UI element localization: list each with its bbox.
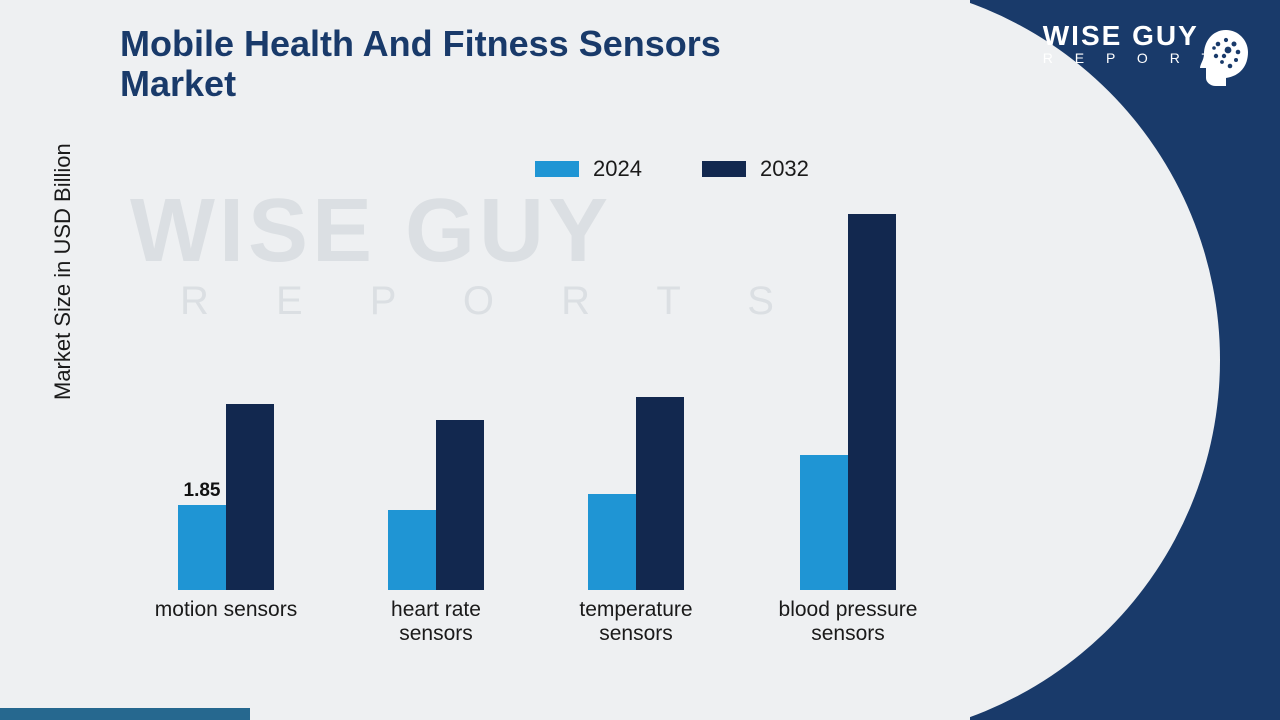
x-axis-labels: motion sensorsheart rate sensorstemperat… bbox=[160, 598, 960, 678]
bar-2032 bbox=[436, 420, 484, 590]
bar-group bbox=[800, 214, 920, 590]
bar-group bbox=[388, 420, 508, 590]
x-axis-label: blood pressure sensors bbox=[773, 598, 923, 646]
brand-logo: WISE GUY R E P O R T S bbox=[1043, 20, 1250, 66]
y-axis-label: Market Size in USD Billion bbox=[50, 143, 76, 400]
legend-label-2032: 2032 bbox=[760, 156, 809, 182]
legend-item-2032: 2032 bbox=[702, 156, 809, 182]
brand-head-icon bbox=[1192, 26, 1256, 90]
x-axis-label: motion sensors bbox=[151, 598, 301, 622]
legend: 2024 2032 bbox=[535, 156, 809, 182]
bar-2032 bbox=[226, 404, 274, 590]
bar-2032 bbox=[848, 214, 896, 590]
bottom-accent-bar bbox=[0, 708, 250, 720]
plot-area: 1.85 bbox=[160, 200, 960, 590]
bar-2024 bbox=[388, 510, 436, 590]
legend-label-2024: 2024 bbox=[593, 156, 642, 182]
x-axis-label: heart rate sensors bbox=[361, 598, 511, 646]
bar-2024 bbox=[588, 494, 636, 590]
chart: Market Size in USD Billion 2024 2032 1.8… bbox=[55, 150, 975, 670]
legend-swatch-2024 bbox=[535, 161, 579, 177]
legend-item-2024: 2024 bbox=[535, 156, 642, 182]
bar-2024 bbox=[178, 505, 226, 590]
x-axis-label: temperature sensors bbox=[561, 598, 711, 646]
legend-swatch-2032 bbox=[702, 161, 746, 177]
bar-group bbox=[588, 397, 708, 590]
bar-annotation: 1.85 bbox=[184, 480, 221, 502]
page-title: Mobile Health And Fitness Sensors Market bbox=[120, 24, 840, 103]
bar-2024 bbox=[800, 455, 848, 590]
bar-2032 bbox=[636, 397, 684, 590]
